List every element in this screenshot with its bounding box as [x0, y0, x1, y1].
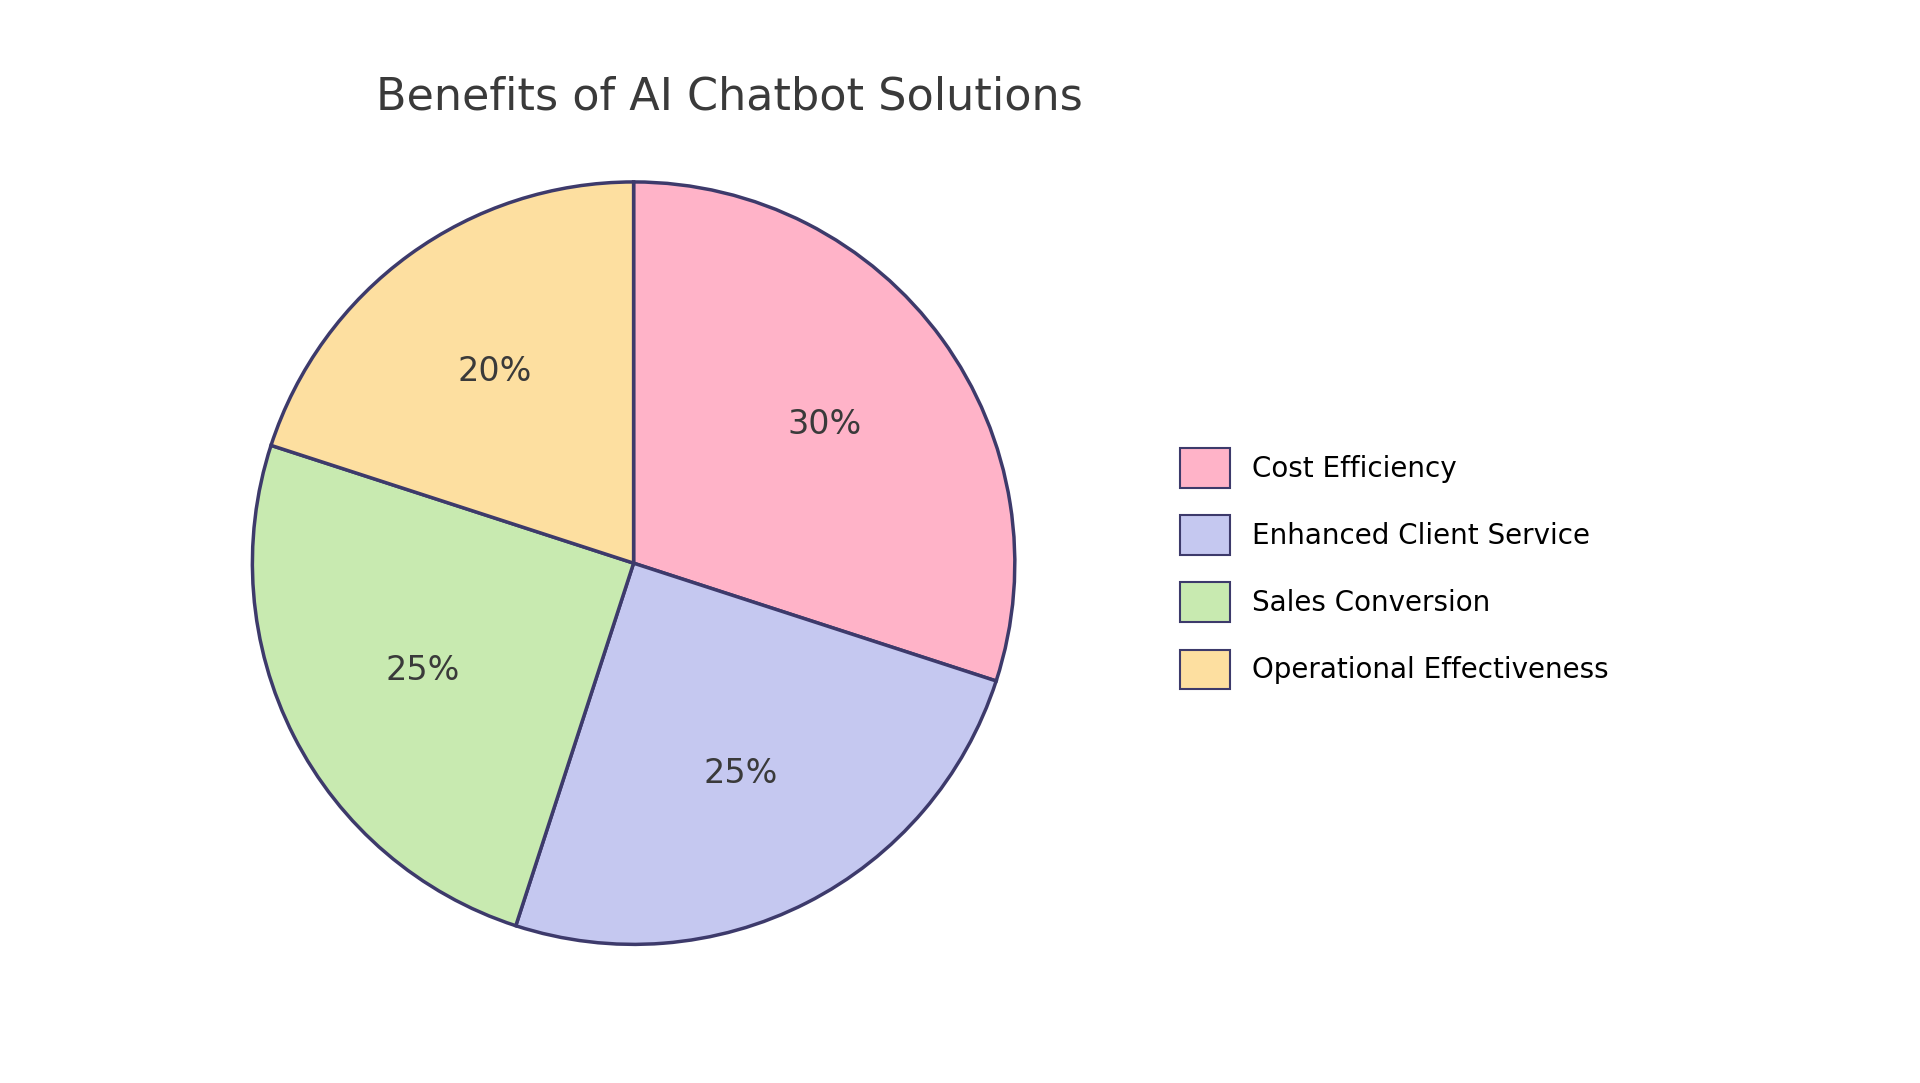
Legend: Cost Efficiency, Enhanced Client Service, Sales Conversion, Operational Effectiv: Cost Efficiency, Enhanced Client Service…	[1165, 434, 1622, 703]
Text: 20%: 20%	[457, 355, 532, 389]
Text: 30%: 30%	[787, 407, 862, 441]
Wedge shape	[271, 182, 634, 563]
Text: 25%: 25%	[386, 654, 461, 687]
Text: 25%: 25%	[705, 757, 778, 791]
Wedge shape	[516, 563, 996, 944]
Wedge shape	[252, 445, 634, 926]
Wedge shape	[634, 182, 1016, 681]
Text: Benefits of AI Chatbot Solutions: Benefits of AI Chatbot Solutions	[376, 76, 1083, 119]
